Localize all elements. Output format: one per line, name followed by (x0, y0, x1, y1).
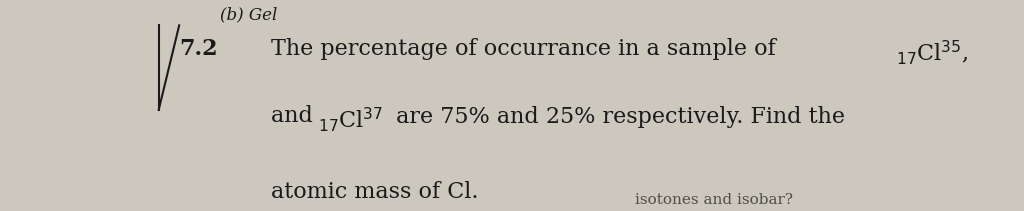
Text: 7.2: 7.2 (179, 38, 218, 60)
Text: isotones and isobar?: isotones and isobar? (635, 193, 793, 207)
Text: (b) Gel: (b) Gel (220, 6, 278, 23)
Text: $_{17}$Cl$^{37}$: $_{17}$Cl$^{37}$ (318, 106, 384, 134)
Text: are 75% and 25% respectively. Find the: are 75% and 25% respectively. Find the (389, 106, 845, 127)
Text: The percentage of occurrance in a sample of: The percentage of occurrance in a sample… (271, 38, 783, 60)
Text: atomic mass of Cl.: atomic mass of Cl. (271, 181, 479, 203)
Text: and: and (271, 106, 321, 127)
Text: $_{17}$Cl$^{35}$,: $_{17}$Cl$^{35}$, (896, 38, 969, 67)
